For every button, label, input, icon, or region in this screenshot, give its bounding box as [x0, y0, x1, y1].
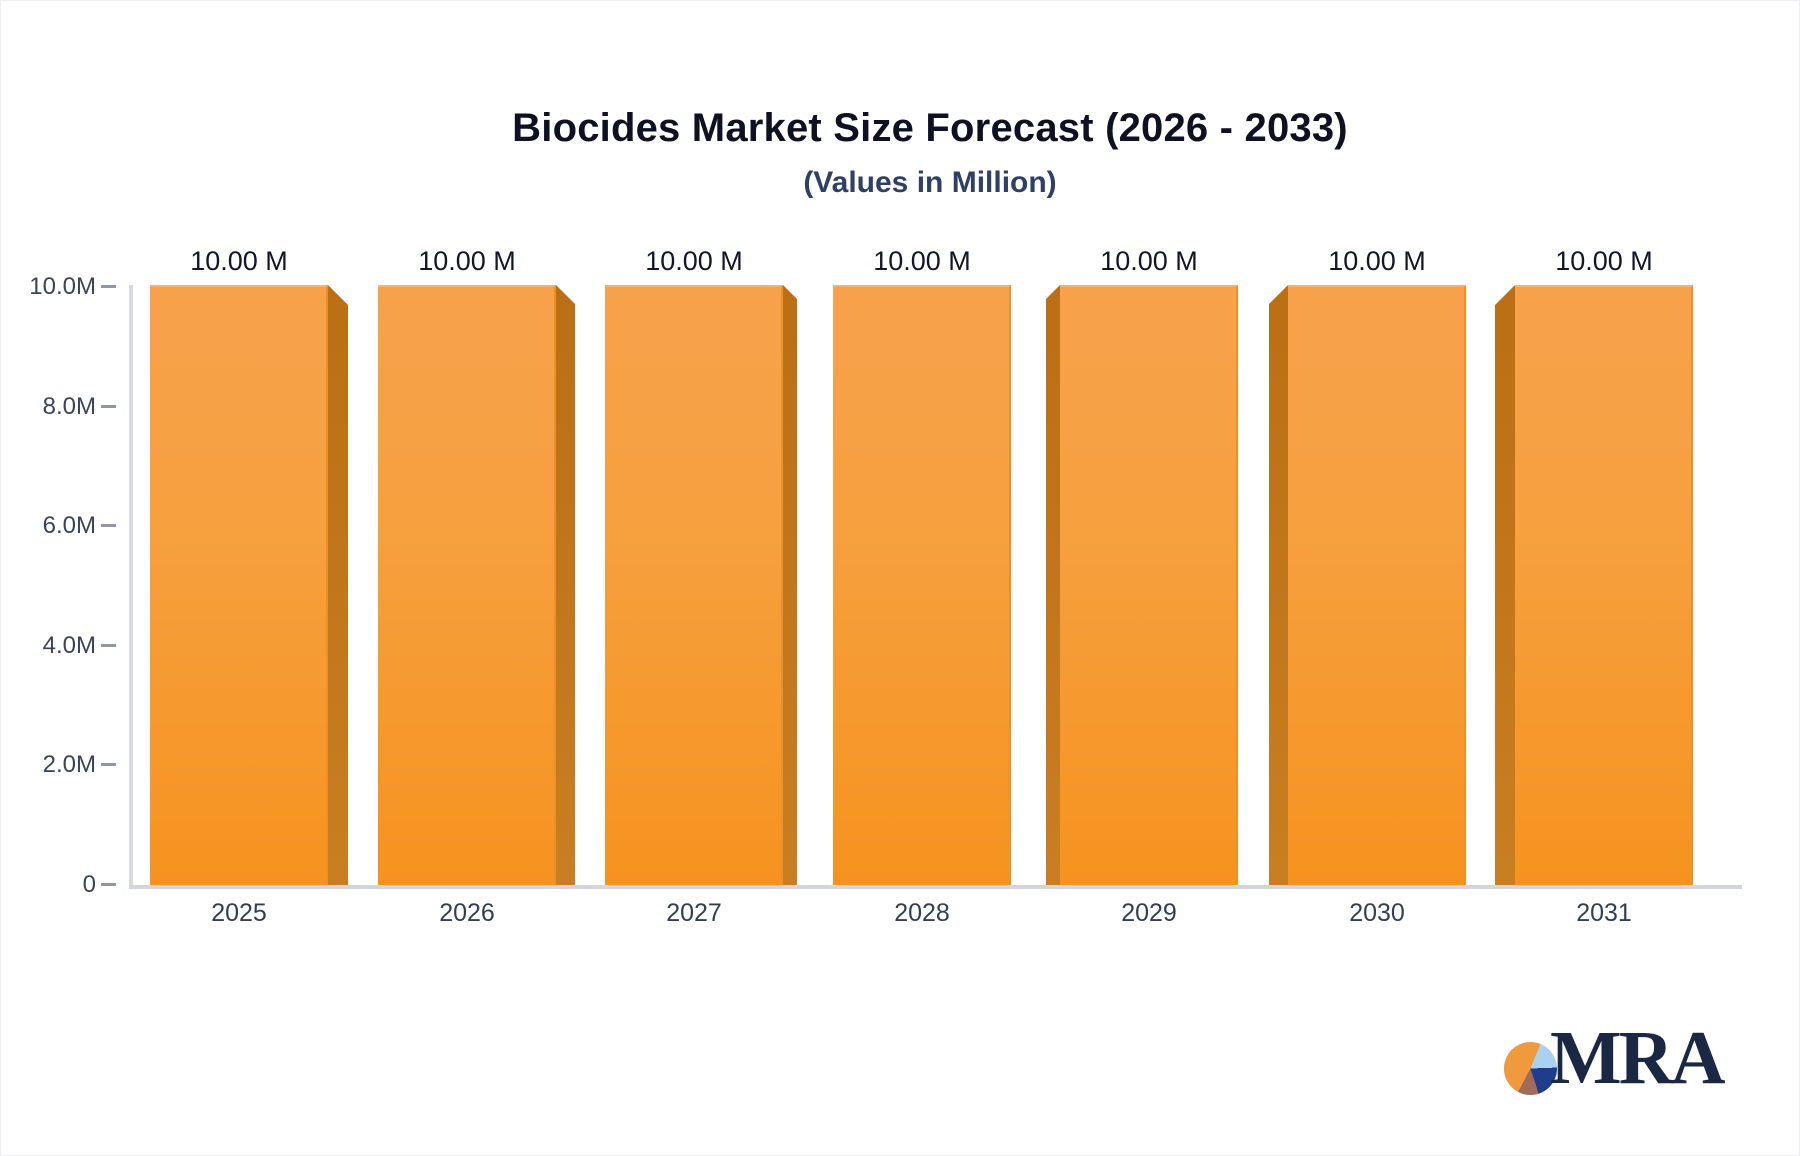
x-axis-label-2027: 2027: [666, 899, 722, 927]
y-tick-label-10m: 10.0M: [29, 273, 96, 300]
bar-value-label-2030: 10.00 M: [1328, 246, 1426, 276]
bar-value-label-2028: 10.00 M: [873, 246, 971, 276]
bar-2031-side-face: [1495, 285, 1515, 885]
y-tick-label-8m: 8.0M: [42, 393, 96, 420]
bar-2027: [605, 285, 783, 885]
y-tick-dash: [101, 524, 116, 527]
bar-value-label-2027: 10.00 M: [645, 246, 743, 276]
y-tick-label-2m: 2.0M: [42, 751, 96, 778]
chart-subtitle: (Values in Million): [803, 166, 1057, 199]
x-axis-line: [129, 885, 1742, 889]
y-tick-label-0: 0: [82, 871, 96, 898]
bar-2031: [1515, 285, 1693, 885]
mra-logo-pie-icon: [1504, 1042, 1557, 1095]
bar-2030: [1288, 285, 1466, 885]
x-axis-label-2026: 2026: [439, 899, 495, 927]
bar-2029: [1060, 285, 1238, 885]
bar-value-label-2031: 10.00 M: [1555, 246, 1653, 276]
bar-2025-side-face: [328, 285, 348, 885]
y-tick-dash: [101, 763, 116, 766]
bar-2026-side-face: [556, 285, 575, 885]
bar-2029-side-face: [1046, 285, 1060, 885]
chart-title: Biocides Market Size Forecast (2026 - 20…: [512, 106, 1348, 150]
y-tick-dash: [101, 405, 116, 408]
x-axis-label-2025: 2025: [211, 899, 267, 927]
y-axis-line: [129, 285, 133, 889]
bar-2030-side-face: [1269, 285, 1288, 885]
x-axis-label-2030: 2030: [1349, 899, 1405, 927]
x-axis-label-2029: 2029: [1121, 899, 1177, 927]
y-tick-label-6m: 6.0M: [42, 512, 96, 539]
x-axis-label-2028: 2028: [894, 899, 950, 927]
bar-value-label-2026: 10.00 M: [418, 246, 516, 276]
bar-2025: [150, 285, 328, 885]
y-tick-dash: [101, 644, 116, 647]
y-tick-dash: [101, 883, 116, 886]
bar-2026: [378, 285, 556, 885]
x-axis-label-2031: 2031: [1576, 899, 1632, 927]
mra-logo-text: MRA: [1550, 1016, 1726, 1100]
y-tick-dash: [101, 285, 116, 288]
y-tick-label-4m: 4.0M: [42, 632, 96, 659]
bar-2027-side-face: [783, 285, 797, 885]
bar-value-label-2025: 10.00 M: [190, 246, 288, 276]
bar-value-label-2029: 10.00 M: [1100, 246, 1198, 276]
bar-2028: [833, 285, 1011, 885]
